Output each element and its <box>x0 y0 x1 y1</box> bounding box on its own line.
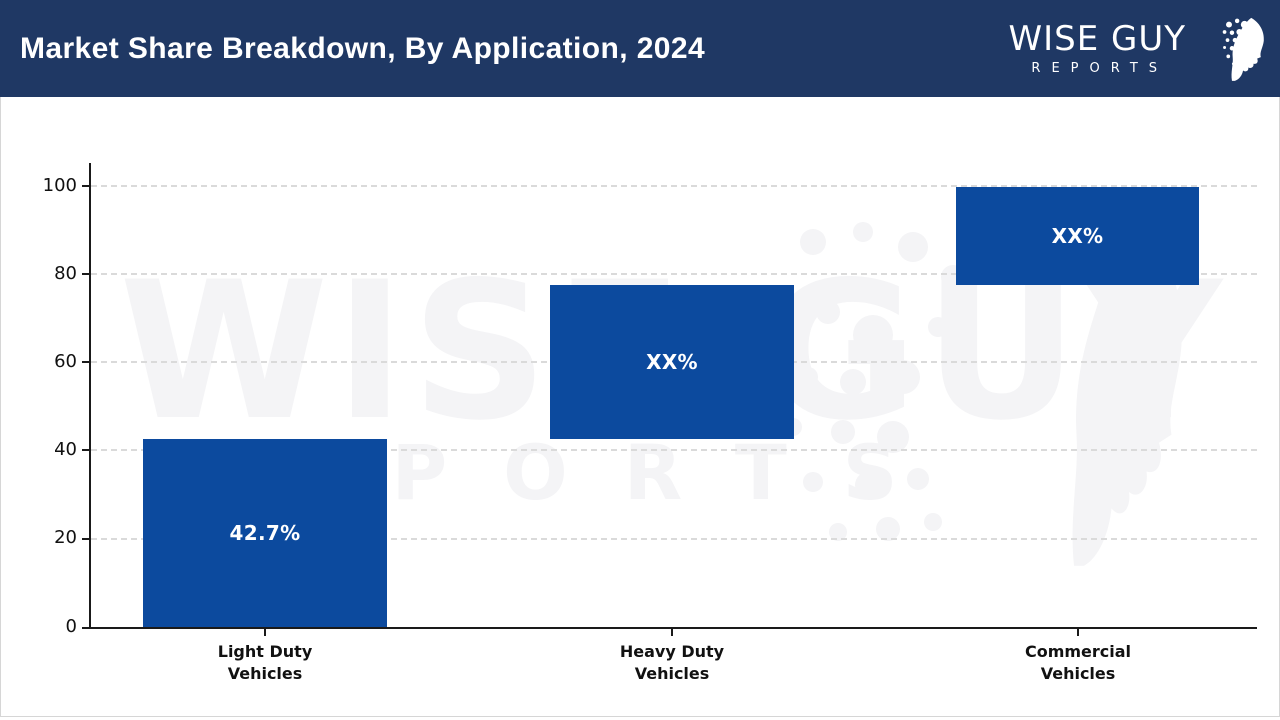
y-tickmark <box>82 538 89 540</box>
gridline-80 <box>91 273 1257 275</box>
wise-guy-reports-logo: WISE GUY REPORTS <box>1008 8 1280 90</box>
x-category-line2: Vehicles <box>227 663 303 683</box>
x-axis-spine <box>89 627 1257 629</box>
y-tickmark <box>82 627 89 629</box>
chart-area: WISE GUY REPORTS 100 80 60 40 20 0 <box>0 97 1280 717</box>
x-tickmark <box>1077 629 1079 636</box>
y-tick-label-40: 40 <box>54 439 77 460</box>
y-tickmark <box>82 361 89 363</box>
bar-light-duty-vehicles[interactable]: 42.7% <box>143 438 387 627</box>
bar-value-label: 42.7% <box>229 520 301 545</box>
gridline-40 <box>91 449 1257 451</box>
bar-value-label: XX% <box>646 350 698 375</box>
y-tick-label-0: 0 <box>65 616 77 637</box>
gridline-100 <box>91 185 1257 187</box>
bar-heavy-duty-vehicles[interactable]: XX% <box>550 285 794 439</box>
page-title: Market Share Breakdown, By Application, … <box>20 31 706 65</box>
y-tick-label-80: 80 <box>54 263 77 284</box>
logo-text: WISE GUY REPORTS <box>1008 22 1186 75</box>
bar-commercial-vehicles[interactable]: XX% <box>956 186 1199 286</box>
y-tickmark <box>82 185 89 187</box>
x-category-heavy-duty: Heavy Duty Vehicles <box>620 641 724 684</box>
x-tickmark <box>264 629 266 636</box>
y-axis-spine <box>89 163 91 628</box>
gridline-20 <box>91 538 1257 540</box>
x-category-commercial: Commercial Vehicles <box>1025 641 1131 684</box>
x-category-line1: Heavy Duty <box>619 642 725 661</box>
y-tick-label-60: 60 <box>54 351 77 372</box>
x-category-line1: Light Duty <box>217 642 313 661</box>
bar-value-label: XX% <box>1051 223 1104 248</box>
header-bar: Market Share Breakdown, By Application, … <box>0 0 1280 97</box>
x-category-line2: Vehicles <box>1040 663 1116 683</box>
x-tickmark <box>671 629 673 636</box>
y-tick-label-100: 100 <box>42 175 77 196</box>
y-tick-label-20: 20 <box>54 527 77 548</box>
logo-wordmark: WISE GUY <box>1008 19 1186 59</box>
x-category-light-duty: Light Duty Vehicles <box>218 641 313 684</box>
x-category-line2: Vehicles <box>634 663 710 683</box>
logo-subtitle: REPORTS <box>1031 61 1169 76</box>
x-category-line1: Commercial <box>1024 642 1132 661</box>
y-tickmark <box>82 449 89 451</box>
face-profile-icon <box>1222 17 1264 81</box>
y-tickmark <box>82 273 89 275</box>
